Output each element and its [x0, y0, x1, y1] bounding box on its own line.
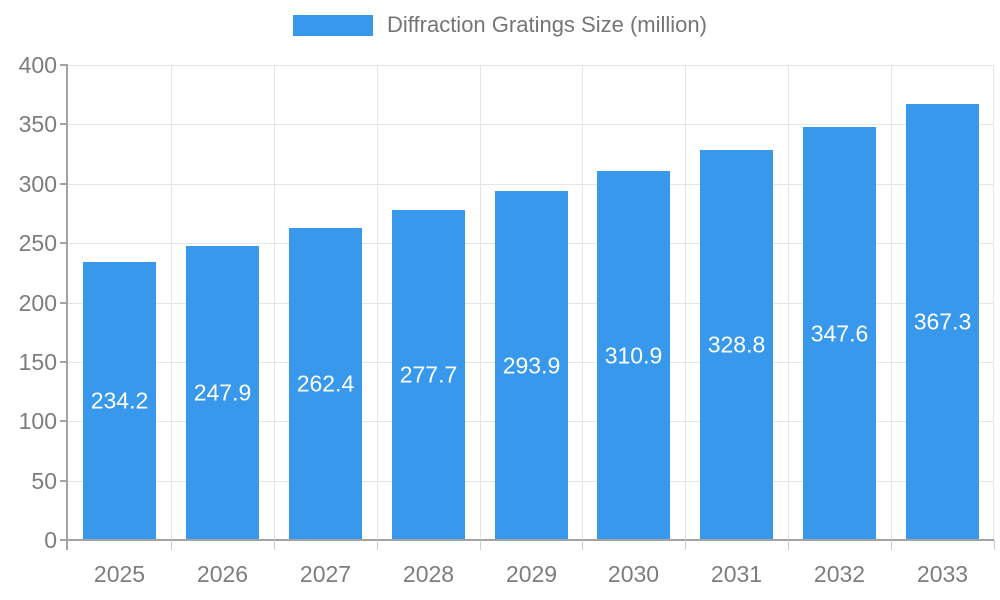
- bar-value-label: 293.9: [502, 352, 561, 378]
- plot-area: 234.2 247.9 262.4 277.7 293.9 310.9 328.8 347.6…: [68, 65, 994, 540]
- bar-value-label: 310.9: [604, 342, 663, 368]
- y-axis-tick: [60, 480, 68, 482]
- bar[interactable]: 262.4: [289, 228, 362, 540]
- y-axis-tick: [60, 242, 68, 244]
- bar[interactable]: 347.6: [803, 127, 876, 540]
- x-axis-tick: [171, 540, 172, 550]
- bar[interactable]: 293.9: [495, 191, 568, 540]
- legend[interactable]: Diffraction Gratings Size (million): [0, 14, 1000, 36]
- y-axis-tick: [60, 420, 68, 422]
- h-gridline: [68, 124, 994, 126]
- y-axis-tick-label: 50: [31, 468, 57, 494]
- bar-value-label: 277.7: [399, 361, 458, 388]
- y-axis-tick: [60, 123, 68, 125]
- bar[interactable]: 234.2: [83, 262, 156, 540]
- y-axis-tick-label: 350: [18, 111, 57, 137]
- x-axis-tick-label: 2032: [813, 561, 866, 587]
- v-gridline: [171, 65, 172, 540]
- h-gridline: [68, 183, 994, 185]
- x-axis-tick: [480, 540, 481, 550]
- y-axis-tick-label: 250: [18, 230, 57, 256]
- x-axis-tick: [788, 540, 789, 550]
- x-axis-tick: [582, 540, 583, 550]
- x-axis-tick-label: 2027: [299, 561, 352, 587]
- bar-value-label: 247.9: [193, 379, 252, 406]
- x-axis-tick: [994, 540, 995, 550]
- bar[interactable]: 277.7: [392, 210, 465, 540]
- bar[interactable]: 247.9: [186, 246, 259, 540]
- x-axis-tick-label: 2025: [93, 561, 146, 587]
- v-gridline: [480, 65, 481, 540]
- y-axis-tick: [60, 539, 68, 541]
- x-axis-tick-label: 2026: [196, 561, 249, 587]
- v-gridline: [685, 65, 686, 540]
- bar[interactable]: 328.8: [700, 150, 773, 540]
- x-axis-tick-label: 2028: [402, 561, 455, 587]
- legend-label: Diffraction Gratings Size (million): [387, 12, 707, 37]
- x-axis-tick: [685, 540, 686, 550]
- x-axis-tick-label: 2029: [505, 561, 558, 587]
- x-axis-tick: [891, 540, 892, 550]
- y-axis-tick-label: 300: [18, 171, 57, 197]
- v-gridline: [891, 65, 892, 540]
- y-axis-tick: [60, 302, 68, 304]
- y-axis-tick-label: 200: [18, 290, 57, 316]
- v-gridline: [993, 65, 994, 540]
- bar[interactable]: 367.3: [906, 104, 979, 540]
- bar-value-label: 347.6: [810, 320, 869, 346]
- y-axis-tick-label: 400: [18, 52, 57, 78]
- y-axis-tick-label: 100: [18, 408, 57, 434]
- v-gridline: [788, 65, 789, 540]
- v-gridline: [582, 65, 583, 540]
- x-axis-tick: [377, 540, 378, 550]
- bar-value-label: 367.3: [913, 308, 972, 335]
- v-gridline: [274, 65, 275, 540]
- v-gridline: [377, 65, 378, 540]
- x-axis-tick-label: 2031: [710, 561, 763, 587]
- y-axis-tick-label: 150: [18, 349, 57, 375]
- legend-swatch: [293, 14, 374, 36]
- y-axis-tick: [60, 361, 68, 363]
- y-axis-line: [66, 65, 68, 550]
- x-axis-tick-label: 2033: [916, 561, 969, 587]
- bar-value-label: 328.8: [707, 331, 766, 358]
- bar-value-label: 234.2: [90, 387, 149, 414]
- bar-value-label: 262.4: [296, 370, 355, 397]
- y-axis-tick: [60, 183, 68, 185]
- bar[interactable]: 310.9: [597, 171, 670, 540]
- h-gridline: [68, 65, 994, 66]
- y-axis-tick-label: 0: [44, 527, 57, 553]
- x-axis-line: [68, 539, 994, 541]
- x-axis-tick: [274, 540, 275, 550]
- x-axis-tick-label: 2030: [607, 561, 660, 587]
- y-axis-tick: [60, 64, 68, 66]
